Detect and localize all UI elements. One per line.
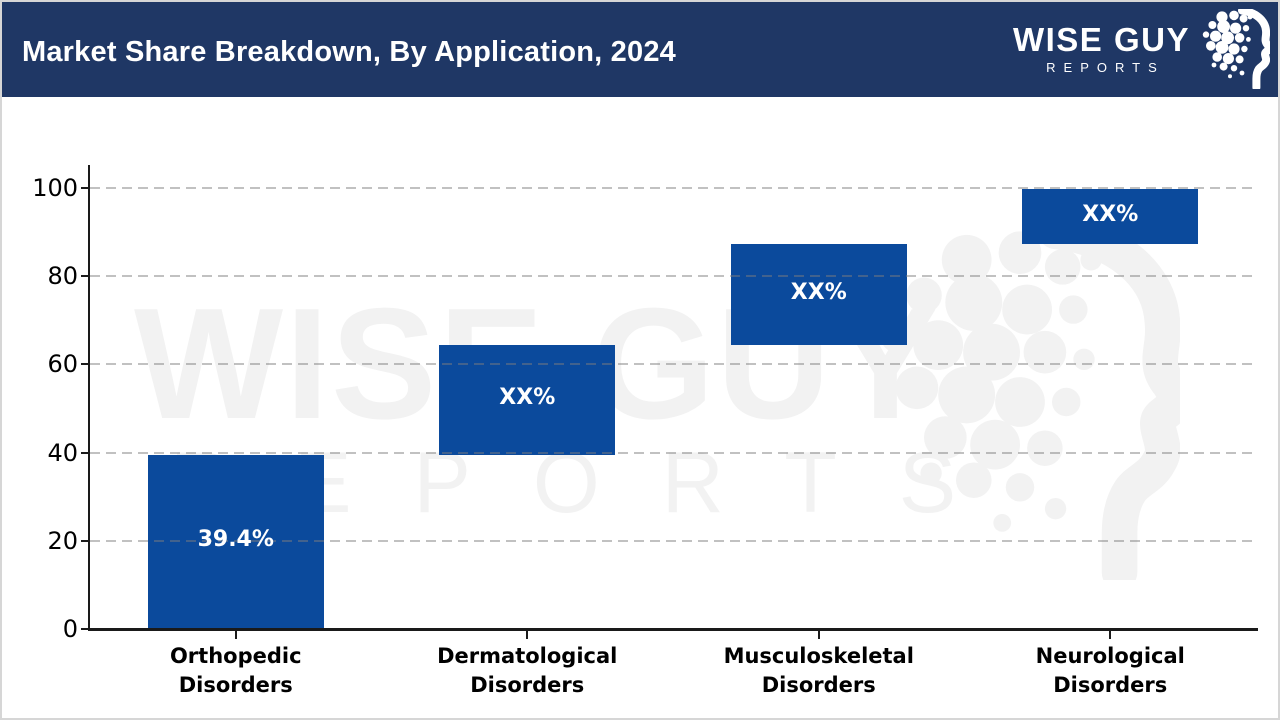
gridline [90, 451, 1256, 454]
x-category-label: Orthopedic Disorders [96, 642, 376, 700]
wiseguy-logo-secondary: REPORTS [1046, 60, 1165, 75]
x-category-label: Dermatological Disorders [387, 642, 667, 700]
wiseguy-logo: WISE GUY REPORTS [1013, 6, 1270, 92]
x-category-label: Neurological Disorders [970, 642, 1250, 700]
bar-value-label: XX% [1082, 201, 1139, 227]
watermark-wiseguy-head-icon [881, 224, 1180, 580]
gridline [90, 539, 1256, 542]
gridline [90, 275, 1256, 278]
y-axis-line [88, 165, 90, 631]
page-title: Market Share Breakdown, By Application, … [22, 36, 676, 68]
x-tick [817, 631, 820, 639]
bar [1022, 188, 1199, 245]
y-tick-label: 100 [32, 174, 78, 202]
y-tick [81, 539, 89, 542]
y-tick [81, 187, 89, 189]
gridline [90, 363, 1256, 366]
x-tick [1109, 631, 1112, 639]
gridline [90, 187, 1256, 189]
bar-value-label: XX% [790, 279, 847, 305]
wiseguy-logo-primary: WISE GUY [1012, 21, 1190, 58]
bar [439, 345, 616, 456]
y-tick-label: 0 [62, 615, 78, 643]
y-tick [81, 363, 89, 366]
x-category-label-line: Disorders [470, 673, 585, 697]
bar-value-label: 39.4% [197, 527, 274, 553]
y-tick [81, 451, 89, 454]
x-category-label-line: Musculoskeletal [723, 644, 914, 668]
x-tick [526, 631, 529, 639]
x-category-label-line: Disorders [761, 673, 876, 697]
x-category-label-line: Dermatological [437, 644, 618, 668]
x-category-label-line: Orthopedic [169, 644, 302, 668]
y-tick [81, 275, 89, 278]
bar [147, 455, 324, 629]
y-tick-label: 40 [47, 438, 78, 467]
wiseguy-logo-text: WISE GUY REPORTS [1012, 21, 1190, 76]
y-tick-label: 20 [47, 526, 78, 555]
bar [730, 244, 907, 346]
x-tick [234, 631, 237, 639]
x-category-label-line: Disorders [178, 673, 293, 697]
wiseguy-head-icon [1202, 9, 1270, 89]
x-category-label-line: Disorders [1053, 673, 1168, 697]
y-tick [81, 628, 89, 630]
bar-value-label: XX% [499, 385, 556, 411]
x-category-label: Musculoskeletal Disorders [679, 642, 959, 700]
y-tick-label: 60 [47, 350, 78, 379]
x-axis-line [88, 628, 1258, 631]
y-tick-label: 80 [47, 262, 78, 291]
header-bar: Market Share Breakdown, By Application, … [2, 2, 1278, 97]
x-category-label-line: Neurological [1035, 644, 1185, 668]
